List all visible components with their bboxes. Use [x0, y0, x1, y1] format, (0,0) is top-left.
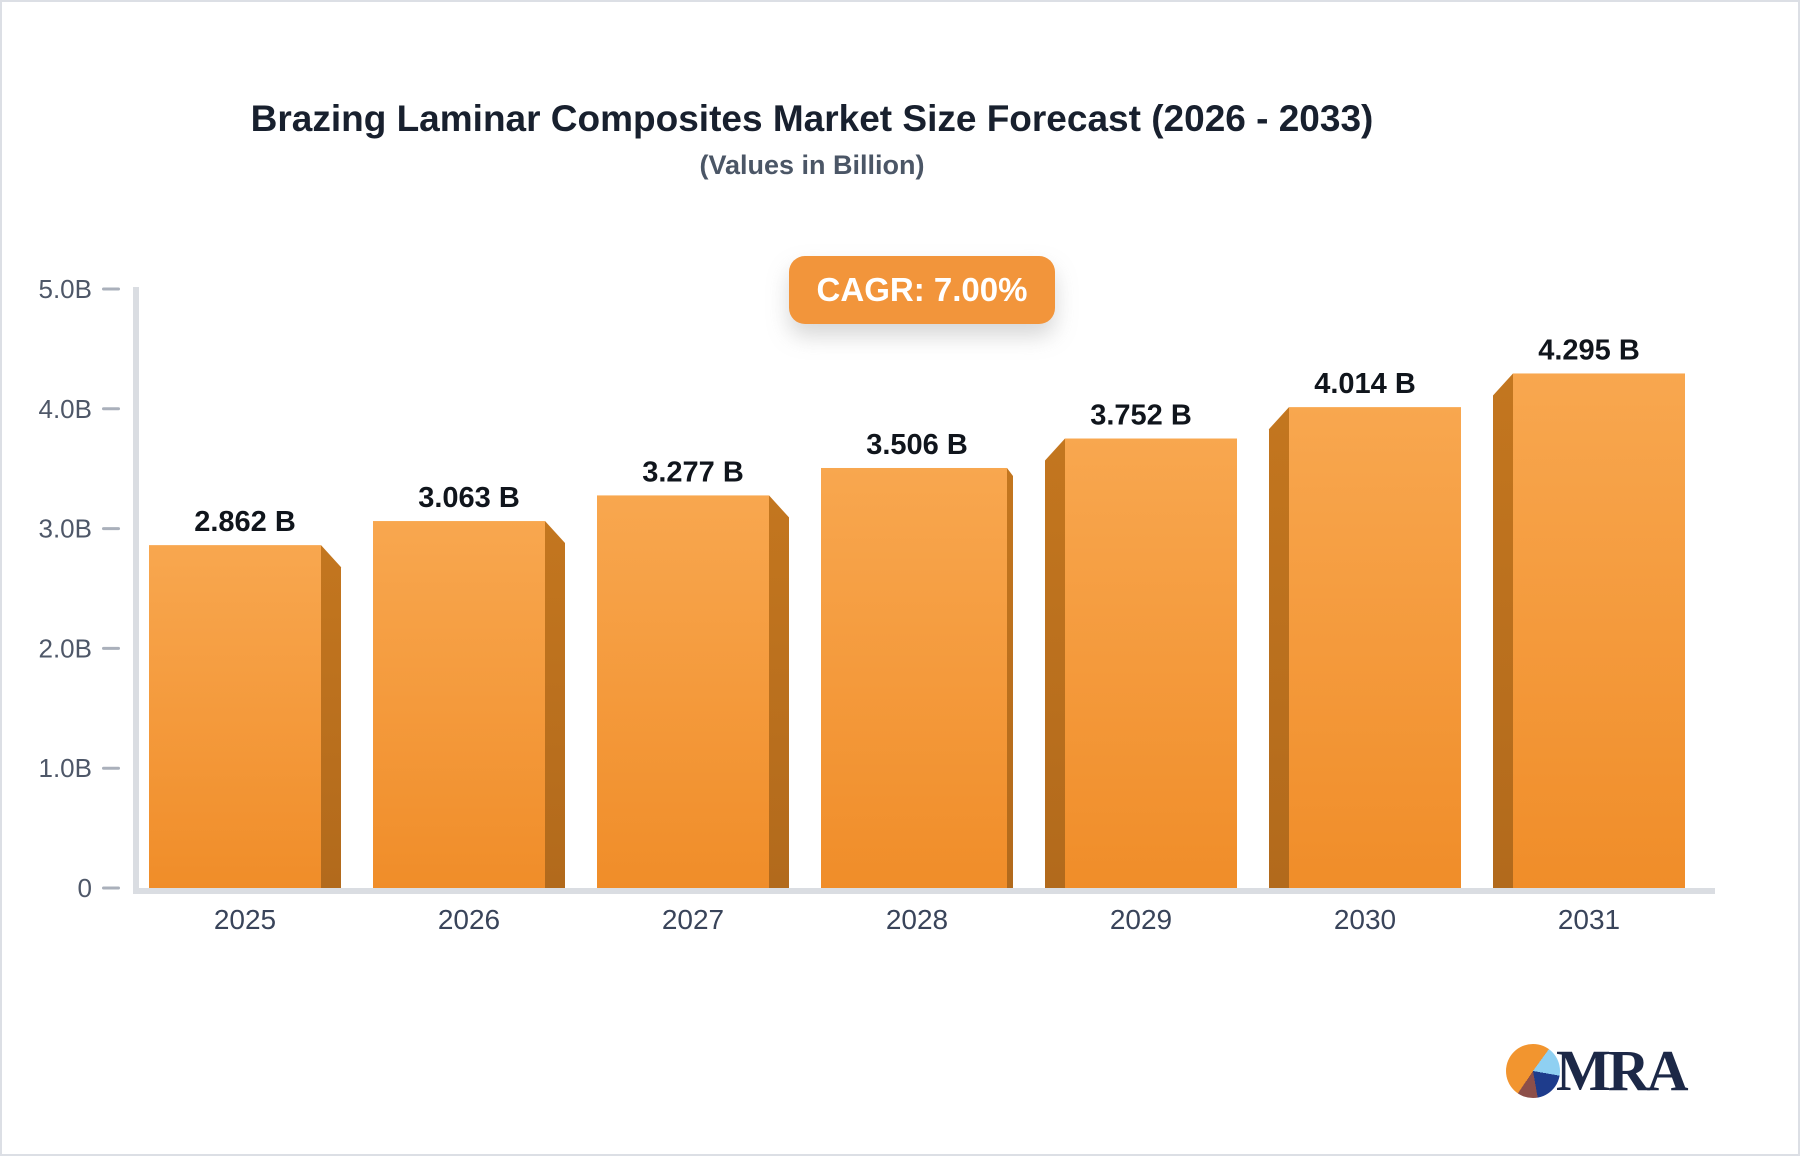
y-tick-label: 0 [78, 873, 92, 903]
x-axis-line [133, 888, 1715, 894]
bar-value-label: 3.752 B [1090, 400, 1192, 432]
bar-side-face [769, 495, 789, 888]
x-tick-label: 2026 [438, 904, 500, 935]
chart-subtitle: (Values in Billion) [699, 150, 925, 180]
chart-title: Brazing Laminar Composites Market Size F… [250, 98, 1374, 139]
bar-2030[interactable] [1269, 407, 1461, 888]
bar-front-face [373, 521, 545, 888]
cagr-badge: CAGR: 7.00% [789, 256, 1055, 324]
x-tick-label: 2028 [886, 904, 948, 935]
bar-value-label: 2.862 B [194, 506, 296, 538]
y-tick-dash [102, 287, 120, 291]
y-axis-line [133, 287, 139, 894]
bars-layer [149, 373, 1685, 889]
y-tick-dash [102, 407, 120, 411]
brand-logo[interactable]: MRA [1506, 1038, 1689, 1103]
y-tick-label: 2.0B [39, 633, 93, 663]
bar-value-label: 4.014 B [1314, 368, 1416, 400]
y-tick-label: 3.0B [39, 514, 93, 544]
x-tick-label: 2027 [662, 904, 724, 935]
bar-side-face [1007, 467, 1013, 888]
bar-2025[interactable] [149, 545, 341, 888]
y-tick-dash [102, 886, 120, 890]
bar-side-face [1493, 373, 1513, 889]
bar-value-label: 3.506 B [866, 429, 968, 461]
y-tick-label: 4.0B [39, 394, 93, 424]
x-tick-label: 2031 [1558, 904, 1620, 935]
logo-text: MRA [1556, 1038, 1689, 1103]
bar-value-label: 3.063 B [418, 482, 520, 514]
logo-pie-icon [1506, 1044, 1560, 1098]
bar-front-face [149, 545, 321, 888]
bar-2028[interactable] [821, 467, 1013, 888]
bar-side-face [1269, 407, 1289, 888]
bar-2027[interactable] [597, 495, 789, 888]
x-tick-label: 2025 [214, 904, 276, 935]
bar-value-label: 3.277 B [642, 456, 744, 488]
bar-side-face [545, 521, 565, 888]
bar-2031[interactable] [1493, 373, 1685, 889]
bar-value-label: 4.295 B [1538, 334, 1640, 366]
cagr-badge-label: CAGR: 7.00% [816, 271, 1028, 308]
bar-2029[interactable] [1045, 438, 1237, 888]
bar-front-face [597, 495, 769, 888]
bar-front-face [1065, 438, 1237, 888]
bar-2026[interactable] [373, 521, 565, 888]
y-tick-dash [102, 527, 120, 531]
y-tick-dash [102, 766, 120, 770]
y-tick-label: 1.0B [39, 753, 93, 783]
labels-layer: 2.862 B 2025 3.063 B 2026 3.277 B 2027 3.506 B… [194, 334, 1640, 935]
axis-layer: 0 1.0B 2.0B 3.0B 4.0B 5.0B [39, 274, 1715, 903]
bar-front-face [1289, 407, 1461, 888]
x-tick-label: 2030 [1334, 904, 1396, 935]
x-tick-label: 2029 [1110, 904, 1172, 935]
bar-front-face [821, 467, 1007, 888]
bar-side-face [1045, 438, 1065, 888]
bar-front-face [1513, 373, 1685, 889]
y-tick-label: 5.0B [39, 274, 93, 304]
y-tick-dash [102, 646, 120, 650]
bar-side-face [321, 545, 341, 888]
